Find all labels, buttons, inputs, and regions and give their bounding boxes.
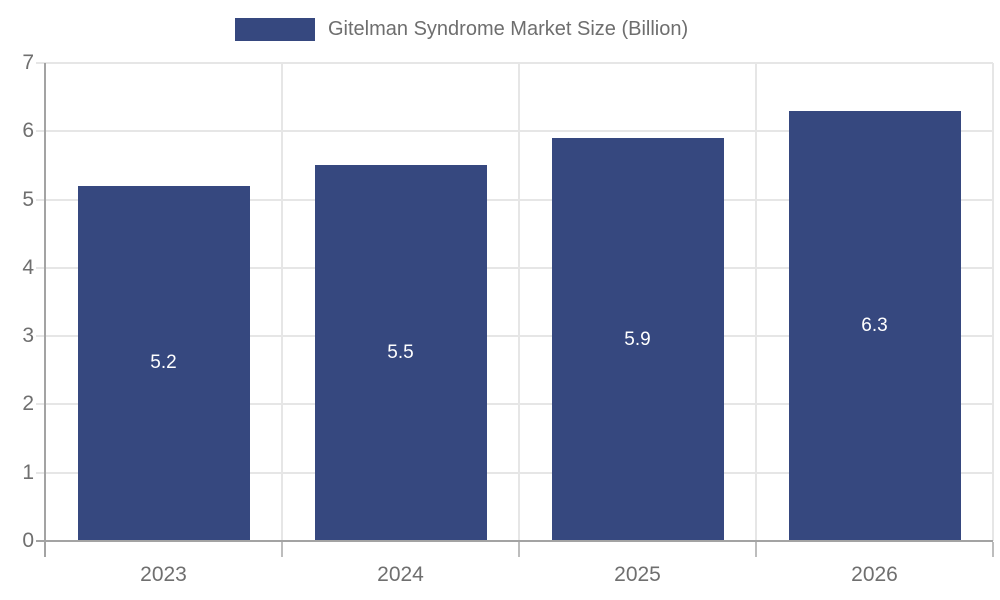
y-gridline xyxy=(36,403,993,406)
y-gridline xyxy=(36,266,993,269)
y-tick-label: 0 xyxy=(22,529,34,552)
legend: Gitelman Syndrome Market Size (Billion) xyxy=(235,18,688,41)
x-tick-label: 2023 xyxy=(140,563,187,586)
y-tick-label: 7 xyxy=(22,51,34,74)
y-gridline xyxy=(36,198,993,201)
bar-value-label: 5.2 xyxy=(150,352,177,374)
legend-swatch xyxy=(235,18,315,41)
y-gridline xyxy=(36,471,993,474)
bar-value-label: 5.9 xyxy=(624,328,651,350)
y-tick-label: 2 xyxy=(22,392,34,416)
x-gridline xyxy=(992,63,994,541)
bar-2026 xyxy=(788,110,961,541)
x-axis-tick xyxy=(755,542,757,557)
y-gridline xyxy=(36,335,993,338)
y-tick-label: 6 xyxy=(22,119,34,143)
bar-2023 xyxy=(77,185,250,541)
bar-2025 xyxy=(551,138,724,541)
x-tick-label: 2025 xyxy=(614,563,661,586)
x-axis-tick xyxy=(992,542,994,557)
y-tick-label: 4 xyxy=(22,255,34,279)
x-axis-line xyxy=(36,540,993,542)
bar-value-label: 5.5 xyxy=(387,342,414,364)
x-axis-tick xyxy=(518,542,520,557)
x-tick-label: 2024 xyxy=(377,563,424,586)
x-gridline xyxy=(518,63,520,541)
y-tick-label: 1 xyxy=(22,460,34,484)
legend-label: Gitelman Syndrome Market Size (Billion) xyxy=(328,18,689,40)
y-tick-label: 3 xyxy=(22,324,34,348)
x-gridline xyxy=(755,63,757,541)
x-gridline xyxy=(281,63,283,541)
bar-value-label: 6.3 xyxy=(861,314,888,336)
x-axis-tick xyxy=(281,542,283,557)
y-gridline xyxy=(36,130,993,133)
x-tick-label: 2026 xyxy=(851,563,898,586)
y-gridline xyxy=(36,62,993,64)
bar-2024 xyxy=(314,165,487,541)
y-tick-label: 5 xyxy=(22,187,34,211)
y-axis-line xyxy=(44,63,46,557)
